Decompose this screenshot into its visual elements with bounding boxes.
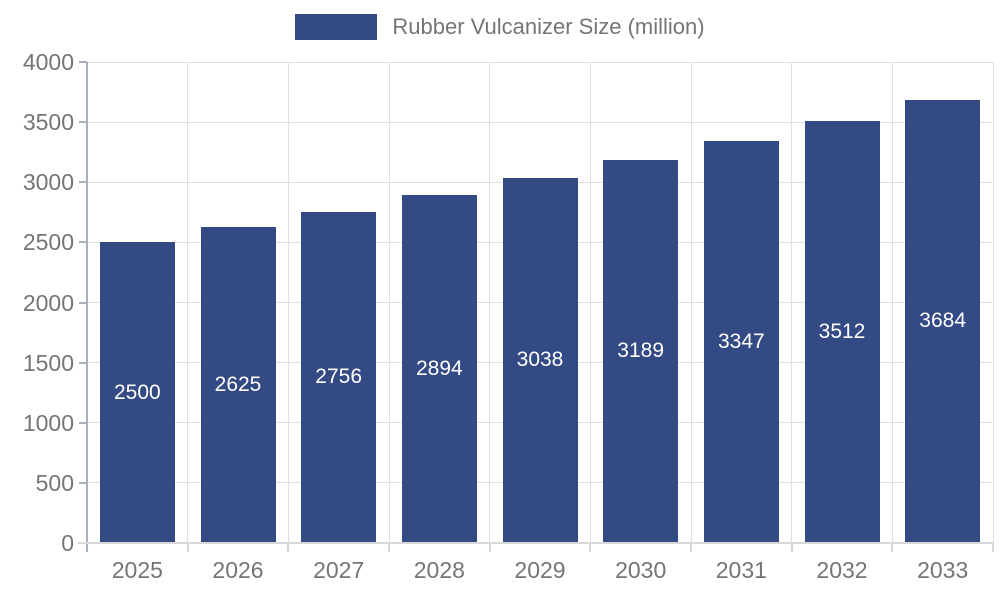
x-gridline — [791, 62, 793, 543]
bar-value-label: 3347 — [717, 329, 765, 353]
y-tick-mark — [79, 301, 87, 304]
plot-area: 0 500 1000 1500 2000 2500 3000 3500 4000 2500 2025… — [23, 49, 994, 583]
x-gridline — [690, 62, 692, 543]
bar — [401, 194, 477, 543]
x-gridline — [489, 62, 491, 543]
x-gridline — [891, 62, 893, 543]
legend-label[interactable]: Rubber Vulcanizer Size (million) — [392, 14, 705, 39]
y-tick-mark — [79, 61, 87, 63]
bar — [301, 211, 377, 543]
y-tick-mark — [79, 181, 87, 184]
y-gridline — [87, 121, 993, 123]
bar — [99, 242, 175, 543]
x-tick-label: 2028 — [413, 557, 465, 583]
bar-value-label: 2894 — [415, 356, 463, 380]
bar-value-label: 3684 — [919, 309, 967, 333]
y-tick-mark — [79, 241, 87, 244]
x-tick-mark — [992, 543, 994, 552]
bar — [603, 159, 679, 543]
bar — [703, 140, 779, 543]
bar — [905, 99, 981, 543]
bar-value-label: 2500 — [113, 380, 161, 404]
x-gridline — [388, 62, 390, 543]
x-tick-label: 2026 — [212, 557, 264, 583]
x-tick-mark — [388, 543, 390, 552]
bar-value-label: 3189 — [617, 339, 665, 363]
x-tick-label: 2032 — [816, 557, 868, 583]
y-tick-label: 2000 — [22, 289, 74, 316]
x-gridline — [287, 62, 289, 543]
y-gridline — [87, 61, 993, 63]
bar — [804, 120, 880, 543]
x-tick-label: 2025 — [111, 557, 163, 583]
x-axis-line — [78, 542, 993, 544]
x-gridline — [992, 62, 994, 543]
y-tick-label: 0 — [61, 530, 74, 556]
x-tick-label: 2027 — [313, 557, 365, 583]
x-gridline — [589, 62, 591, 543]
y-tick-label: 2500 — [22, 229, 74, 256]
bar-value-label: 2756 — [315, 365, 363, 389]
bar-value-label: 2625 — [214, 373, 262, 397]
x-tick-mark — [589, 543, 592, 552]
x-tick-mark — [488, 543, 491, 552]
x-gridline — [187, 62, 189, 543]
y-axis-line — [86, 62, 88, 552]
y-tick-label: 3500 — [22, 109, 74, 136]
x-tick-mark — [186, 543, 189, 552]
legend-swatch[interactable] — [295, 14, 378, 40]
x-tick-mark — [287, 543, 290, 552]
bar — [200, 227, 276, 543]
x-tick-mark — [690, 543, 692, 552]
y-tick-label: 500 — [35, 469, 74, 496]
y-tick-mark — [79, 121, 87, 124]
bar-value-label: 3512 — [818, 319, 866, 343]
x-tick-label: 2031 — [715, 557, 767, 583]
y-tick-label: 1000 — [22, 409, 74, 436]
y-tick-label: 1500 — [22, 349, 74, 376]
y-tick-label: 3000 — [22, 169, 74, 196]
x-tick-mark — [891, 543, 894, 552]
y-tick-mark — [79, 481, 87, 484]
x-tick-mark — [790, 543, 793, 552]
bar — [502, 177, 578, 543]
x-tick-label: 2029 — [514, 557, 566, 583]
y-tick-mark — [79, 361, 87, 364]
x-tick-label: 2030 — [615, 557, 667, 583]
y-tick-label: 4000 — [22, 49, 74, 75]
y-tick-mark — [79, 421, 87, 424]
x-tick-label: 2033 — [917, 557, 969, 583]
legend[interactable]: Rubber Vulcanizer Size (million) — [0, 14, 1000, 40]
bar-value-label: 3038 — [516, 348, 564, 372]
